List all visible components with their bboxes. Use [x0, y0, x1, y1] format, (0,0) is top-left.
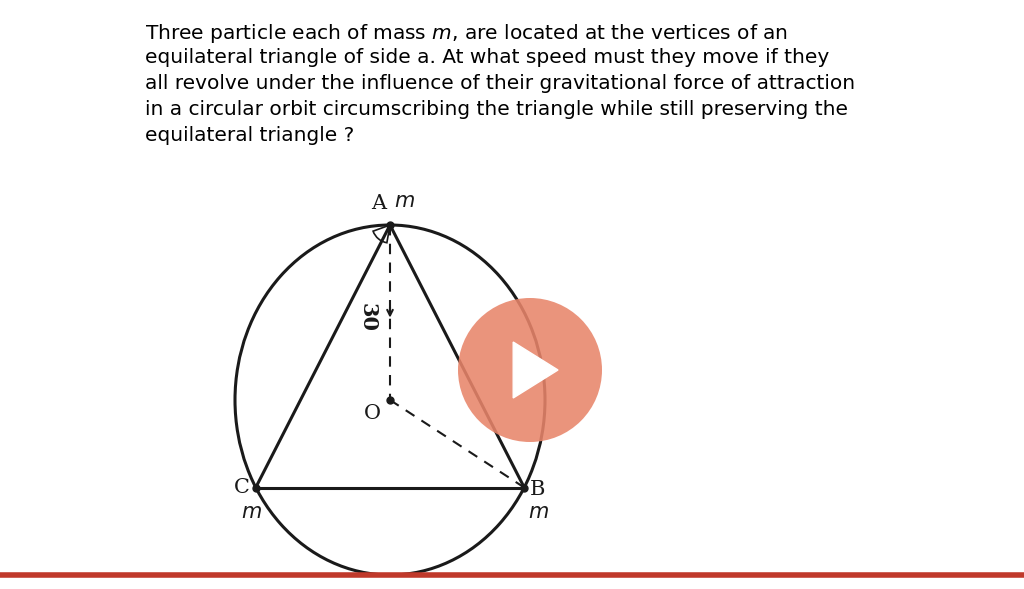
- Text: O: O: [364, 404, 381, 423]
- Circle shape: [458, 298, 602, 442]
- Text: 30: 30: [358, 303, 378, 332]
- Text: all revolve under the influence of their gravitational force of attraction: all revolve under the influence of their…: [145, 74, 855, 93]
- Text: $m$: $m$: [394, 192, 415, 211]
- Text: equilateral triangle of side a. At what speed must they move if they: equilateral triangle of side a. At what …: [145, 48, 829, 67]
- Text: equilateral triangle ?: equilateral triangle ?: [145, 126, 354, 145]
- Text: Three particle each of mass $m$, are located at the vertices of an: Three particle each of mass $m$, are loc…: [145, 22, 788, 45]
- Polygon shape: [513, 342, 558, 398]
- Text: in a circular orbit circumscribing the triangle while still preserving the: in a circular orbit circumscribing the t…: [145, 100, 848, 119]
- Text: A: A: [371, 194, 386, 213]
- Text: C: C: [233, 478, 250, 497]
- Text: $m$: $m$: [528, 504, 549, 522]
- Text: B: B: [530, 480, 546, 499]
- Text: $m$: $m$: [242, 504, 262, 522]
